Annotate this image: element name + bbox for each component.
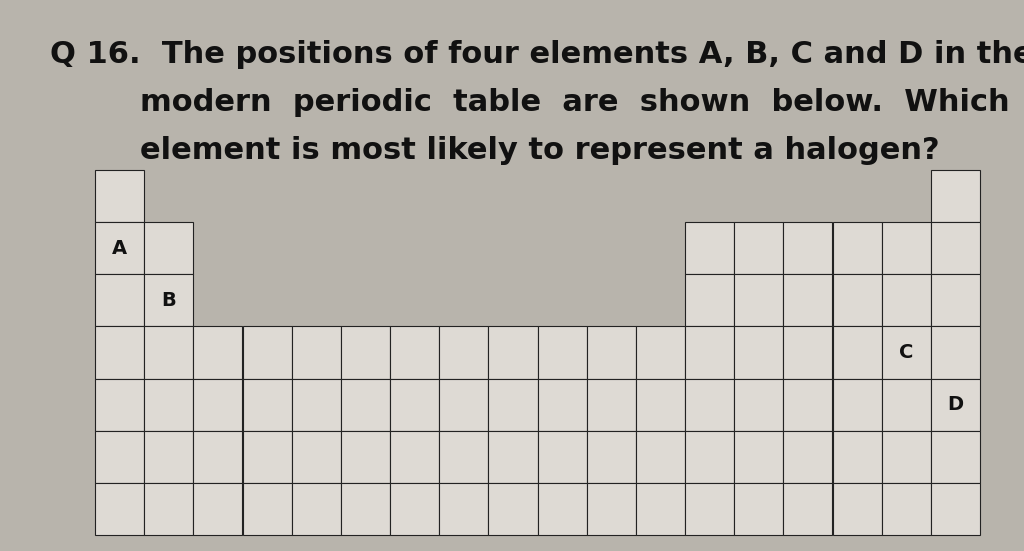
Bar [538,326,587,379]
Bar [833,274,882,326]
Bar [734,274,783,326]
Bar [488,379,538,431]
Bar [783,222,833,274]
Bar [390,483,439,535]
Bar [931,274,980,326]
Bar [390,431,439,483]
Bar [734,222,783,274]
Text: D: D [947,395,964,414]
Bar [685,222,734,274]
Bar [783,326,833,379]
Bar [95,431,144,483]
Bar [882,431,931,483]
Bar [685,274,734,326]
Bar [194,326,243,379]
Bar [587,326,636,379]
Bar [783,483,833,535]
Bar [439,379,488,431]
Bar [636,379,685,431]
Bar [144,379,194,431]
Bar [931,379,980,431]
Bar [243,379,292,431]
Bar [833,379,882,431]
Text: B: B [162,291,176,310]
Bar [587,379,636,431]
Bar [144,222,194,274]
Bar [931,483,980,535]
Bar [95,379,144,431]
Bar [783,431,833,483]
Bar [882,326,931,379]
Bar [194,483,243,535]
Bar [144,483,194,535]
Bar [685,483,734,535]
Bar [439,483,488,535]
Bar [685,431,734,483]
Bar [636,326,685,379]
Text: Q 16.  The positions of four elements A, B, C and D in the: Q 16. The positions of four elements A, … [50,40,1024,69]
Bar [243,326,292,379]
Bar [390,326,439,379]
Bar [144,274,194,326]
Bar [931,326,980,379]
Bar [833,222,882,274]
Bar [292,431,341,483]
Bar [439,431,488,483]
Bar [882,483,931,535]
Bar [341,483,390,535]
Bar [931,222,980,274]
Bar [685,326,734,379]
Bar [95,274,144,326]
Bar [144,326,194,379]
Bar [341,431,390,483]
Text: A: A [112,239,127,258]
Bar [833,483,882,535]
Bar [144,431,194,483]
Bar [882,222,931,274]
Bar [587,483,636,535]
Bar [833,431,882,483]
Bar [734,379,783,431]
Bar [587,431,636,483]
Bar [734,431,783,483]
Bar [538,379,587,431]
Bar [243,431,292,483]
Bar [488,483,538,535]
Bar [390,379,439,431]
Bar [538,483,587,535]
Bar [292,483,341,535]
Bar [341,326,390,379]
Text: modern  periodic  table  are  shown  below.  Which: modern periodic table are shown below. W… [140,88,1010,117]
Bar [636,431,685,483]
Bar [931,170,980,222]
Text: element is most likely to represent a halogen?: element is most likely to represent a ha… [140,136,940,165]
Bar [488,431,538,483]
Bar [194,431,243,483]
Bar [243,483,292,535]
Bar [931,431,980,483]
Bar [341,379,390,431]
Bar [292,326,341,379]
Bar [194,379,243,431]
Bar [783,274,833,326]
Bar [95,170,144,222]
Bar [734,326,783,379]
Bar [833,326,882,379]
Bar [783,379,833,431]
Bar [882,274,931,326]
Bar [95,483,144,535]
Bar [538,431,587,483]
Bar [488,326,538,379]
Bar [95,326,144,379]
Bar [685,379,734,431]
Bar [95,222,144,274]
Bar [636,483,685,535]
Bar [882,379,931,431]
Bar [439,326,488,379]
Bar [292,379,341,431]
Text: C: C [899,343,913,362]
Bar [734,483,783,535]
